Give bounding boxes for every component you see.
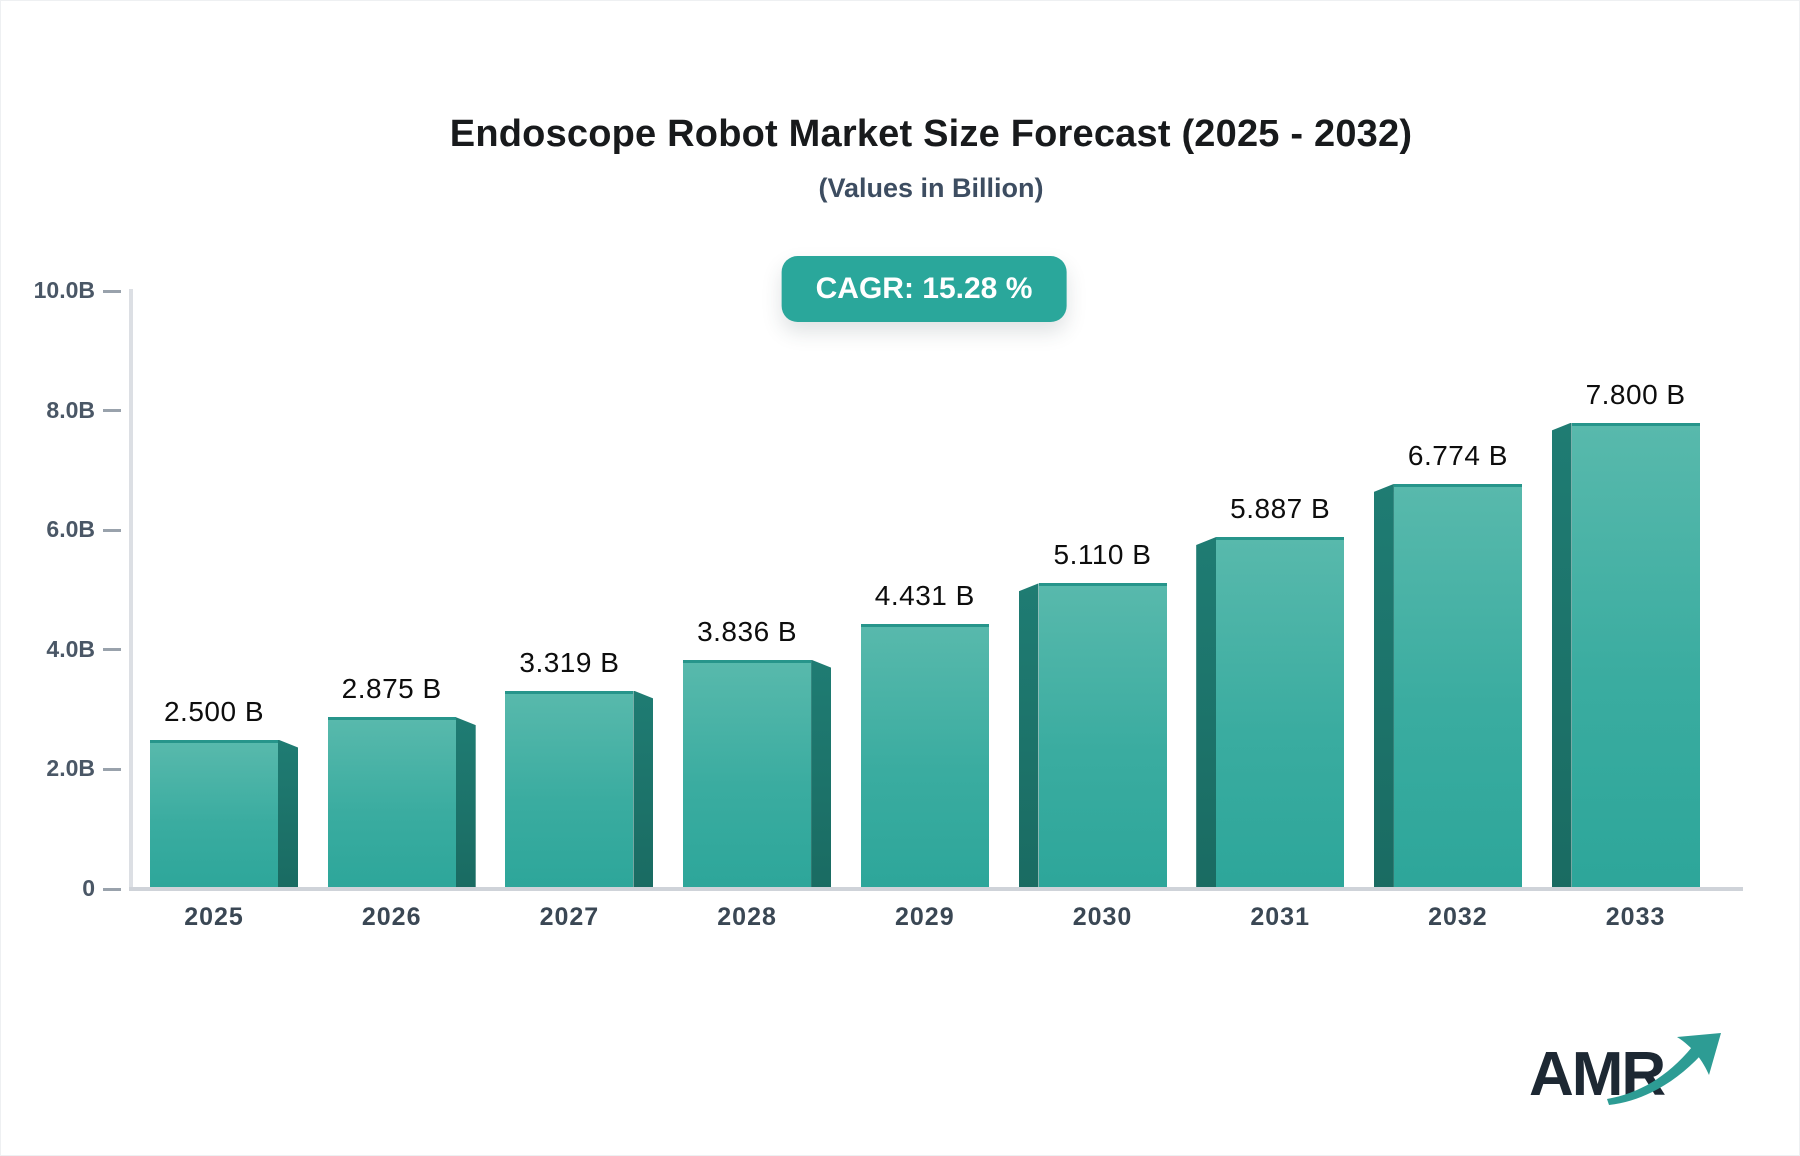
x-axis-tick-label: 2029	[894, 903, 955, 931]
bar-2028	[683, 659, 812, 889]
bar-3d-side	[633, 690, 654, 889]
y-axis-tick	[103, 648, 121, 652]
cagr-badge: CAGR: 15.28 %	[781, 256, 1067, 322]
bar-2029	[860, 624, 989, 889]
y-axis-tick-label: 6.0B	[46, 516, 95, 543]
bar-value-label: 2.500 B	[163, 695, 265, 727]
y-axis-line	[129, 289, 133, 889]
x-axis-tick-label: 2026	[361, 903, 422, 931]
bar-value-label: 6.774 B	[1407, 439, 1508, 471]
amr-logo: AMR	[1529, 1033, 1721, 1109]
bar-2032	[1393, 483, 1522, 889]
bar-2033	[1571, 422, 1700, 889]
amr-logo-text: AMR	[1529, 1040, 1665, 1109]
x-axis-tick-label: 2027	[539, 903, 600, 931]
y-axis-tick	[103, 289, 121, 293]
y-axis-tick-label: 0	[82, 875, 95, 901]
bar-3d-side	[811, 659, 832, 889]
bar-value-label: 5.887 B	[1230, 492, 1331, 524]
y-axis-tick-label: 10.0B	[33, 277, 95, 303]
bar-value-label: 7.800 B	[1585, 378, 1686, 410]
x-axis-tick-label: 2025	[184, 903, 244, 931]
x-axis-tick-label: 2033	[1605, 903, 1666, 931]
x-axis-tick-label: 2030	[1072, 903, 1133, 931]
bar-3d-side	[1018, 583, 1039, 889]
bar-3d-side	[1551, 422, 1572, 889]
x-axis-tick-label: 2028	[717, 903, 777, 931]
chart-subtitle: (Values in Billion)	[818, 173, 1044, 203]
bar-2030	[1038, 583, 1167, 889]
y-axis-tick	[103, 887, 121, 891]
chart-title: Endoscope Robot Market Size Forecast (20…	[449, 113, 1413, 155]
y-axis-tick	[103, 528, 121, 532]
bar-value-label: 3.319 B	[519, 646, 620, 678]
x-axis-line	[129, 887, 1743, 891]
bar-value-label: 4.431 B	[874, 580, 975, 612]
bar-value-label: 5.110 B	[1053, 539, 1152, 571]
x-axis-tick-label: 2032	[1428, 903, 1488, 931]
bar-3d-side	[1196, 536, 1217, 889]
y-axis-tick-label: 4.0B	[46, 635, 95, 662]
bar-value-label: 2.875 B	[341, 673, 442, 705]
bar-value-label: 3.836 B	[697, 615, 798, 647]
bar-2025	[150, 739, 278, 889]
bar-2027	[505, 690, 634, 889]
bar-3d-side	[278, 739, 298, 889]
bar-2026	[327, 717, 456, 889]
bar-3d-side	[1373, 483, 1394, 889]
y-axis-tick	[103, 409, 121, 413]
bar-2031	[1216, 536, 1345, 889]
y-axis-tick-label: 8.0B	[46, 396, 95, 423]
bar-3d-side	[455, 717, 476, 889]
x-axis-tick-label: 2031	[1250, 903, 1310, 931]
y-axis-tick-label: 2.0B	[46, 755, 95, 782]
y-axis-tick	[103, 767, 121, 771]
growth-arrow-icon	[1607, 1033, 1721, 1105]
